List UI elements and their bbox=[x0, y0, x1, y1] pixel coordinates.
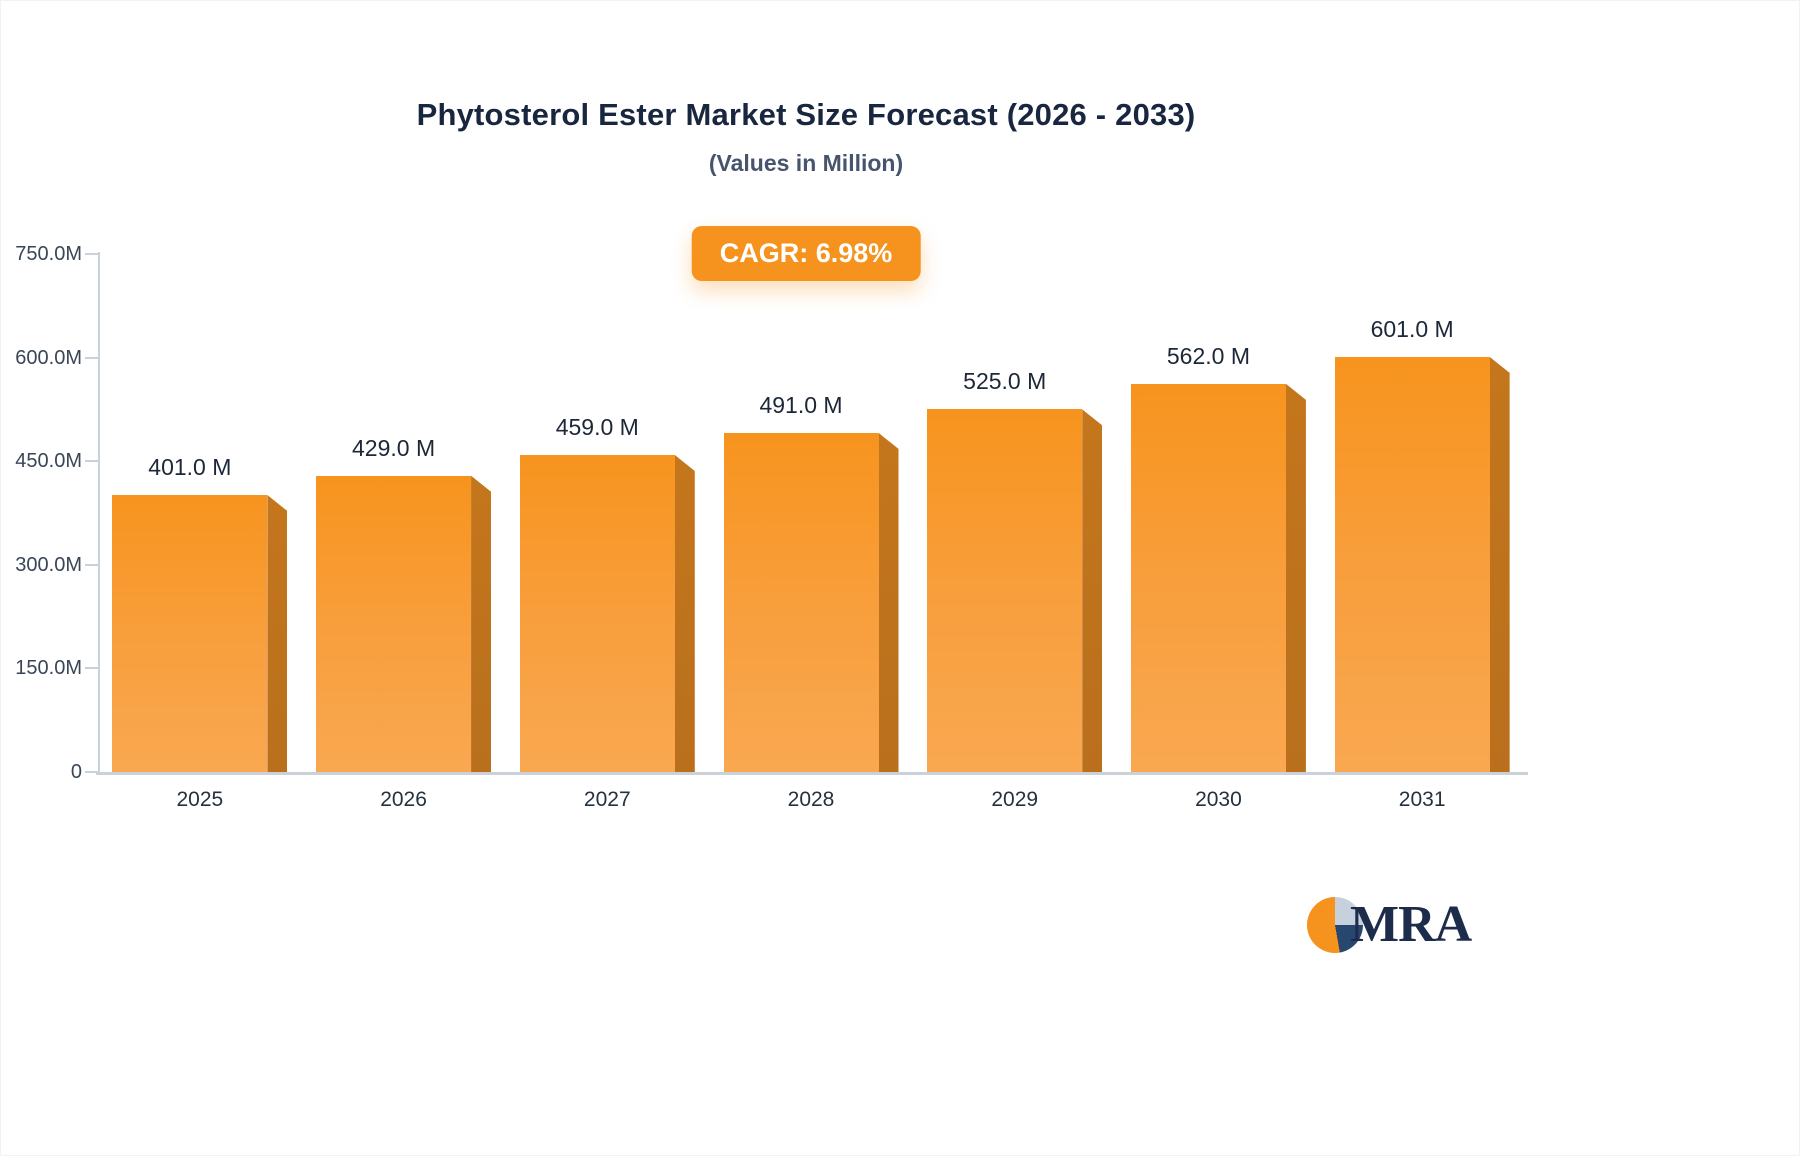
x-axis-line bbox=[96, 772, 1528, 775]
y-axis-line bbox=[98, 252, 100, 774]
y-axis-tick-mark bbox=[85, 253, 98, 255]
y-axis-tick-label: 150.0M bbox=[15, 657, 82, 680]
bar-side-shadow bbox=[1285, 383, 1306, 772]
bar bbox=[927, 409, 1083, 772]
y-axis-tick-mark bbox=[85, 771, 98, 773]
bar bbox=[1130, 383, 1286, 772]
bar bbox=[519, 454, 675, 772]
y-axis-tick-label: 600.0M bbox=[15, 346, 82, 369]
bar-value-label: 601.0 M bbox=[1370, 315, 1454, 342]
x-axis-label: 2029 bbox=[991, 788, 1039, 811]
mra-logo-text: MRA bbox=[1350, 896, 1472, 953]
y-axis-tick-mark bbox=[85, 460, 98, 463]
y-axis-tick-label: 450.0M bbox=[15, 450, 82, 473]
bar-side-shadow bbox=[878, 432, 899, 772]
cagr-badge: CAGR: 6.98% bbox=[691, 226, 921, 281]
bar-value-label: 401.0 M bbox=[148, 454, 232, 481]
x-axis-label: 2030 bbox=[1195, 788, 1242, 811]
chart-title: Phytosterol Ester Market Size Forecast (… bbox=[416, 97, 1196, 132]
y-axis-tick-mark bbox=[85, 356, 98, 359]
mra-logo: MRA bbox=[1307, 896, 1472, 953]
bar-side-shadow bbox=[267, 495, 288, 772]
bar-side-shadow bbox=[471, 475, 492, 772]
bar-side-shadow bbox=[1489, 356, 1510, 772]
bar-value-label: 525.0 M bbox=[963, 368, 1047, 395]
bar bbox=[1334, 356, 1490, 772]
x-axis-label: 2028 bbox=[787, 788, 835, 811]
x-axis-label: 2026 bbox=[380, 788, 427, 811]
bar-value-label: 429.0 M bbox=[352, 434, 436, 461]
bar-value-label: 562.0 M bbox=[1166, 342, 1250, 369]
y-axis-tick-label: 0 bbox=[70, 761, 82, 783]
chart-subtitle: (Values in Million) bbox=[708, 150, 904, 176]
x-axis-label: 2025 bbox=[176, 788, 224, 811]
mra-logo-pie-icon bbox=[1307, 897, 1363, 953]
bar-value-label: 459.0 M bbox=[555, 413, 639, 440]
bar bbox=[316, 475, 472, 772]
bar-value-label: 491.0 M bbox=[759, 391, 843, 418]
bar-side-shadow bbox=[1082, 409, 1103, 772]
x-axis-label: 2031 bbox=[1398, 788, 1446, 811]
y-axis-tick-label: 300.0M bbox=[15, 553, 82, 576]
cagr-badge-label: CAGR: 6.98% bbox=[719, 238, 893, 268]
bar-side-shadow bbox=[674, 454, 695, 772]
bar bbox=[112, 495, 268, 772]
bar bbox=[723, 432, 879, 772]
y-axis-tick-label: 750.0M bbox=[15, 243, 82, 265]
y-axis-tick-mark bbox=[85, 563, 98, 566]
x-axis-label: 2027 bbox=[583, 788, 631, 811]
bar-chart-plot: 750.0M 600.0M 450.0M 300.0M 150.0M 0 401.0 M 20… bbox=[15, 243, 1528, 811]
y-axis-tick-mark bbox=[85, 667, 98, 670]
